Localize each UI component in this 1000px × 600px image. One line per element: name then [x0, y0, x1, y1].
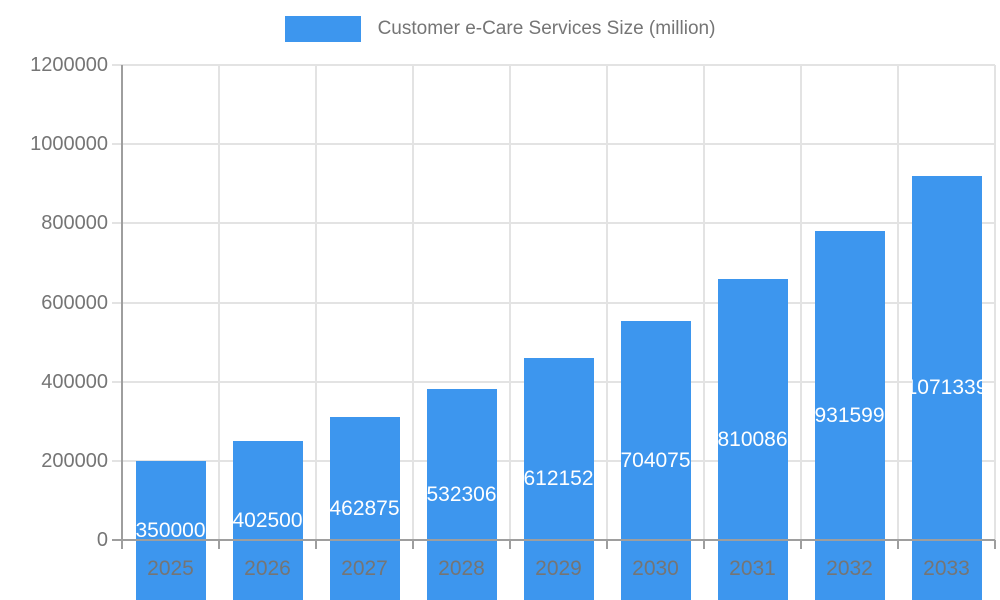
x-tick-label: 2028 [438, 557, 485, 580]
bar-value-label: 1071339 [912, 376, 982, 399]
y-tick-label: 800000 [41, 212, 108, 235]
y-axis-tick [112, 380, 122, 383]
x-gridline [606, 65, 608, 540]
x-axis-tick [994, 540, 996, 549]
x-gridline [315, 65, 317, 540]
y-tick-label: 600000 [41, 291, 108, 314]
y-gridline [122, 64, 995, 66]
y-axis-tick [112, 222, 122, 225]
bar-2025: 350000 [135, 461, 206, 600]
y-axis-tick [112, 459, 122, 462]
x-tick-label: 2030 [632, 557, 679, 580]
bar-value-label: 704075 [620, 448, 691, 472]
y-axis-tick [112, 64, 122, 66]
bar-value-label: 532306 [426, 482, 497, 506]
x-tick-label: 2026 [244, 557, 291, 580]
x-tick-label: 2032 [826, 557, 873, 580]
x-gridline [218, 65, 220, 540]
bar-2031: 810086 [717, 279, 788, 600]
bar-2026: 402500 [232, 441, 303, 600]
y-axis-line [121, 65, 123, 549]
x-gridline [800, 65, 802, 540]
bar-2032: 931599 [814, 231, 885, 600]
bar-2030: 704075 [620, 321, 691, 600]
bar-2029: 612152 [523, 358, 594, 600]
x-gridline [703, 65, 705, 540]
y-tick-label: 1200000 [30, 54, 108, 76]
y-gridline [122, 222, 995, 225]
bar-value-label: 612152 [523, 467, 594, 490]
x-axis-tick [606, 540, 608, 549]
y-gridline [122, 143, 995, 146]
x-tick-label: 2029 [535, 557, 582, 580]
y-axis-tick [112, 301, 122, 304]
x-axis-tick [218, 540, 220, 549]
x-gridline [412, 65, 414, 540]
x-gridline [509, 65, 511, 540]
y-axis-tick [112, 143, 122, 146]
x-tick-label: 2031 [729, 557, 776, 580]
bar-value-label: 350000 [135, 518, 206, 542]
x-axis-tick [703, 540, 705, 549]
x-gridline [897, 65, 899, 540]
bar-2027: 462875 [329, 417, 400, 600]
chart-legend: Customer e-Care Services Size (million) [0, 16, 1000, 42]
legend-swatch [284, 16, 361, 42]
x-tick-label: 2033 [923, 557, 970, 580]
bar-2033: 1071339 [911, 176, 982, 600]
legend-label: Customer e-Care Services Size (million) [377, 18, 716, 39]
x-axis-tick [315, 540, 317, 549]
bar-2028: 532306 [426, 389, 497, 600]
y-gridline [122, 301, 995, 304]
bar-value-label: 931599 [814, 403, 885, 427]
y-tick-label: 400000 [41, 370, 108, 393]
x-axis-line [112, 539, 995, 541]
y-tick-label: 200000 [41, 449, 108, 472]
x-tick-label: 2027 [341, 557, 388, 580]
bar-value-label: 462875 [329, 496, 400, 520]
bar-value-label: 810086 [717, 427, 788, 451]
x-axis-tick [897, 540, 899, 549]
y-tick-label: 0 [96, 529, 108, 551]
x-gridline [994, 65, 996, 540]
x-axis-tick [412, 540, 414, 549]
x-tick-label: 2025 [147, 557, 194, 580]
bar-value-label: 402500 [232, 508, 303, 532]
x-axis-tick [800, 540, 802, 549]
x-axis-tick [509, 540, 511, 549]
y-tick-label: 1000000 [30, 133, 108, 156]
